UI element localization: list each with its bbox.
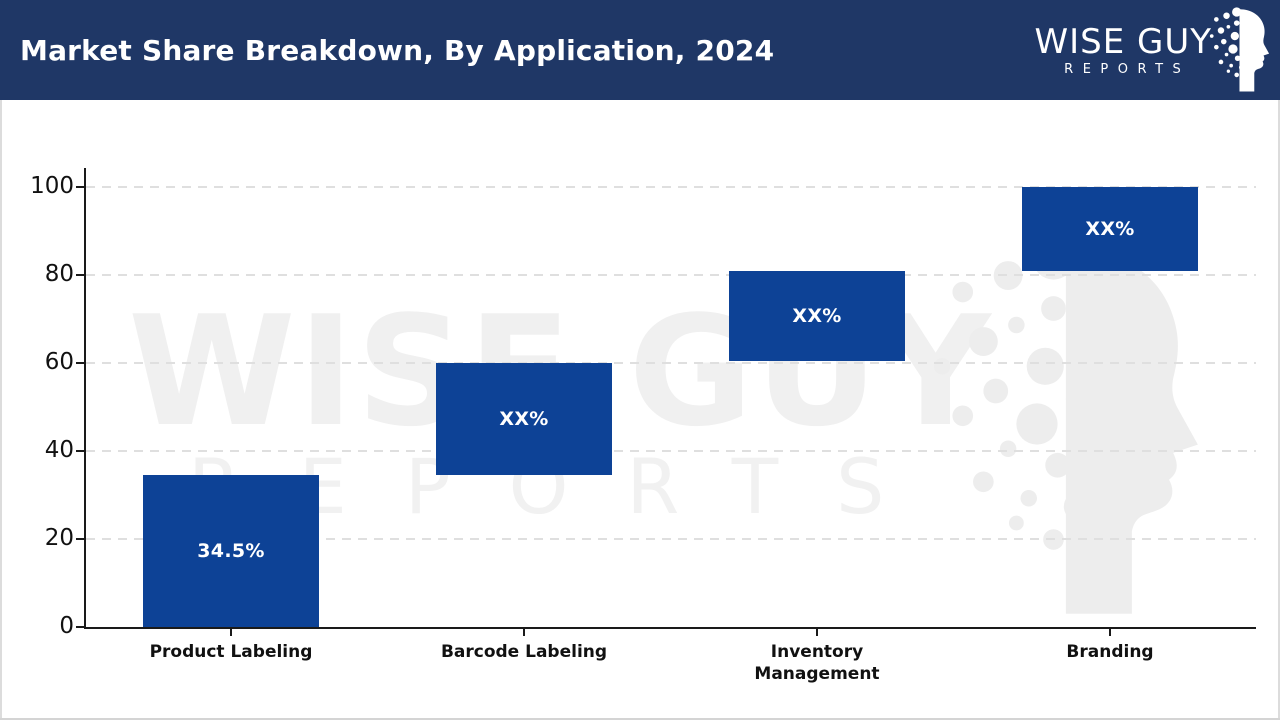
y-axis-label-80: 80 bbox=[44, 261, 74, 287]
bar-product-labeling: 34.5% bbox=[143, 475, 319, 627]
gridline-y20 bbox=[86, 538, 1256, 540]
y-axis-label-60: 60 bbox=[44, 349, 74, 375]
y-axis-tick-0 bbox=[76, 626, 85, 628]
watermark-head-dots bbox=[933, 238, 1198, 614]
y-axis-tick-60 bbox=[76, 362, 85, 364]
wise-guy-reports-logo: WISE GUY REPORTS bbox=[1034, 6, 1270, 94]
gridline-y40 bbox=[86, 450, 1256, 452]
x-axis-category-label: Product Labeling bbox=[149, 642, 313, 662]
chart-title: Market Share Breakdown, By Application, … bbox=[20, 33, 775, 67]
frame-border-right bbox=[1278, 100, 1280, 720]
y-axis-label-100: 100 bbox=[30, 173, 74, 199]
y-axis-tick-20 bbox=[76, 538, 85, 540]
gridline-y80 bbox=[86, 274, 1256, 276]
gridline-y100 bbox=[86, 186, 1256, 188]
frame-border-bottom bbox=[0, 718, 1280, 720]
y-axis-line bbox=[84, 168, 86, 628]
bar-branding: XX% bbox=[1022, 187, 1198, 271]
header-bar: Market Share Breakdown, By Application, … bbox=[0, 0, 1280, 100]
x-axis-tick-3 bbox=[1109, 629, 1111, 636]
y-axis-tick-40 bbox=[76, 450, 85, 452]
x-axis-category-label: Inventory Management bbox=[754, 642, 880, 685]
logo-head-icon bbox=[1209, 7, 1270, 92]
gridline-y60 bbox=[86, 362, 1256, 364]
x-axis-tick-1 bbox=[523, 629, 525, 636]
y-axis-label-40: 40 bbox=[44, 437, 74, 463]
logo-subtitle: REPORTS bbox=[1064, 61, 1191, 77]
logo-text: WISE GUY REPORTS bbox=[1034, 25, 1212, 76]
x-axis-category-label: Barcode Labeling bbox=[440, 642, 608, 662]
x-axis-line bbox=[84, 627, 1256, 629]
frame-border-left bbox=[0, 100, 2, 720]
x-axis-tick-2 bbox=[816, 629, 818, 636]
bar-barcode-labeling: XX% bbox=[436, 363, 612, 476]
y-axis-tick-80 bbox=[76, 274, 85, 276]
bar-value-label: XX% bbox=[499, 408, 549, 431]
y-axis-label-20: 20 bbox=[44, 525, 74, 551]
x-axis-tick-0 bbox=[230, 629, 232, 636]
bar-value-label: XX% bbox=[792, 304, 842, 327]
logo-wordmark: WISE GUY bbox=[1034, 21, 1212, 62]
x-axis-category-label: Branding bbox=[1066, 642, 1154, 662]
bar-inventory-management: XX% bbox=[729, 270, 905, 361]
bar-value-label: 34.5% bbox=[197, 540, 265, 563]
y-axis-label-0: 0 bbox=[59, 613, 74, 639]
y-axis-tick-100 bbox=[76, 186, 85, 188]
bar-value-label: XX% bbox=[1085, 217, 1135, 240]
